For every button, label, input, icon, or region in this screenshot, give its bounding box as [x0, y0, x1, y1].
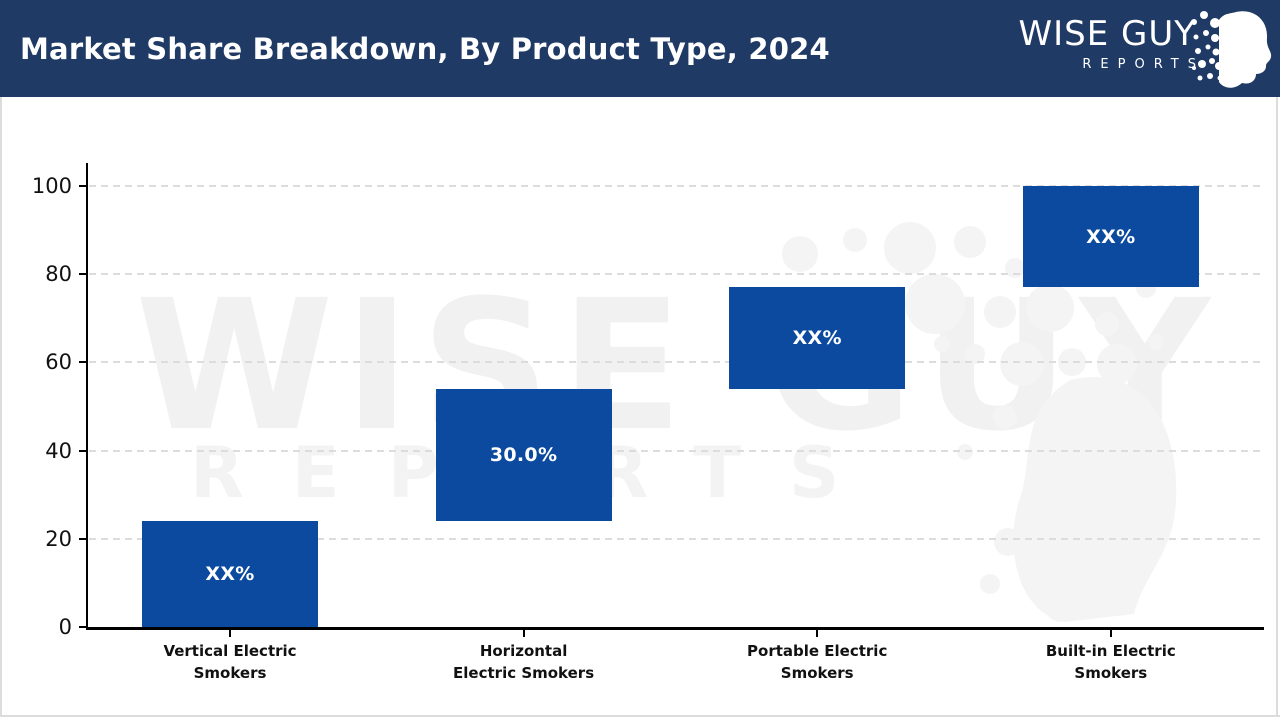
gridline — [89, 185, 1264, 187]
wiseguy-logo: WISE GUY REPORTS — [1018, 4, 1272, 94]
y-tick-mark — [79, 361, 86, 364]
x-tick-mark — [816, 630, 819, 637]
page-border-left — [0, 97, 2, 717]
bar-value-label: XX% — [792, 327, 842, 350]
y-tick-label: 80 — [45, 262, 72, 287]
y-tick-label: 60 — [45, 350, 72, 375]
bar-segment: XX% — [1022, 186, 1199, 288]
y-tick-mark — [79, 273, 86, 276]
y-tick-label: 100 — [31, 174, 72, 198]
x-category-label: Portable Electric Smokers — [747, 642, 888, 682]
page-border-right — [1276, 97, 1278, 717]
x-category-label: Built-in Electric Smokers — [1045, 642, 1176, 682]
gridline — [89, 361, 1264, 364]
bar-value-label: XX% — [1086, 225, 1136, 248]
bar-segment: 30.0% — [435, 388, 612, 522]
face-watermark-icon — [782, 222, 1177, 622]
x-category-label: Vertical Electric Smokers — [163, 642, 297, 682]
gridline — [89, 537, 1264, 540]
x-axis-line — [86, 627, 1264, 630]
y-tick-mark — [79, 537, 86, 540]
x-category-label: Horizontal Electric Smokers — [453, 642, 595, 682]
logo-wordmark: WISE GUY REPORTS — [1018, 14, 1196, 72]
x-tick-mark — [229, 630, 231, 637]
y-tick-label: 40 — [45, 438, 72, 463]
y-axis-line — [86, 163, 88, 630]
y-tick-mark — [79, 449, 86, 452]
y-tick-mark — [79, 185, 86, 187]
y-tick-label: 20 — [45, 526, 72, 551]
x-tick-mark — [1109, 630, 1112, 637]
gridline — [89, 449, 1264, 452]
page-border-bottom — [0, 715, 1280, 717]
bar-value-label: XX% — [205, 563, 255, 586]
chart-title: Market Share Breakdown, By Product Type,… — [20, 31, 830, 66]
bar-segment: XX% — [729, 287, 906, 389]
header-banner: Market Share Breakdown, By Product Type,… — [0, 0, 1280, 97]
bar-segment: XX% — [142, 521, 318, 627]
y-tick-label: 0 — [58, 615, 72, 639]
logo-wordmark-line1: WISE GUY — [1018, 14, 1196, 54]
bar-value-label: 30.0% — [489, 444, 558, 466]
gridline — [89, 273, 1264, 276]
logo-wordmark-line2: REPORTS — [1082, 57, 1205, 72]
wiseguy-face-icon — [1191, 11, 1272, 88]
x-tick-mark — [522, 630, 525, 637]
y-tick-mark — [79, 626, 86, 628]
